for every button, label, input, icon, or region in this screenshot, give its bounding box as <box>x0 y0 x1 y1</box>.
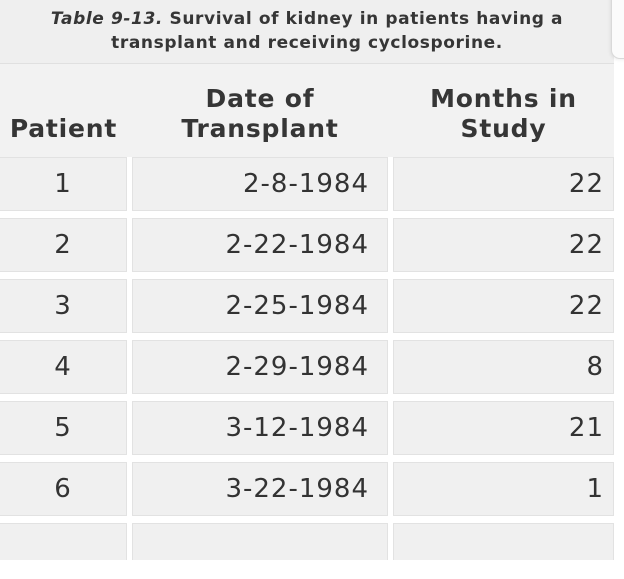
cell-date-of-transplant: 2-29-1984 <box>132 340 388 394</box>
cell-months-in-study: 22 <box>393 157 614 211</box>
cell-months-in-study <box>393 523 614 560</box>
cell-months-in-study: 22 <box>393 279 614 333</box>
caption-line-1: Table 9-13. Survival of kidney in patien… <box>0 7 614 31</box>
cell-patient: 4 <box>0 340 127 394</box>
cell-date-of-transplant: 2-25-1984 <box>132 279 388 333</box>
cell-patient: 2 <box>0 218 127 272</box>
cell-date-of-transplant <box>132 523 388 560</box>
table-panel: Table 9-13. Survival of kidney in patien… <box>0 0 614 560</box>
cell-patient: 6 <box>0 462 127 516</box>
floating-card-corner <box>611 0 624 59</box>
table-row: 2 2-22-1984 22 <box>0 218 614 272</box>
cell-patient: 1 <box>0 157 127 211</box>
cell-patient: 5 <box>0 401 127 455</box>
cell-months-in-study: 8 <box>393 340 614 394</box>
cell-patient: 3 <box>0 279 127 333</box>
column-header-date-of-transplant: Date of Transplant <box>181 84 339 143</box>
cell-date-of-transplant: 2-8-1984 <box>132 157 388 211</box>
table-row: 1 2-8-1984 22 <box>0 157 614 211</box>
table-row: 5 3-12-1984 21 <box>0 401 614 455</box>
table-body: 1 2-8-1984 22 2 2-22-1984 22 3 2-25-1984… <box>0 157 614 560</box>
column-header-patient: Patient <box>9 114 118 143</box>
column-header-months-in-study: Months in Study <box>430 84 577 143</box>
table-row: 6 3-22-1984 1 <box>0 462 614 516</box>
table-number: Table 9-13. <box>50 9 163 29</box>
table-row <box>0 523 614 560</box>
cell-months-in-study: 1 <box>393 462 614 516</box>
caption-text-line2: transplant and receiving cyclosporine. <box>111 33 503 53</box>
cell-patient <box>0 523 127 560</box>
caption-text-line1: Survival of kidney in patients having a <box>169 9 564 29</box>
cell-date-of-transplant: 2-22-1984 <box>132 218 388 272</box>
table-header-row: Patient Date of Transplant Months in Stu… <box>0 64 614 157</box>
cell-date-of-transplant: 3-12-1984 <box>132 401 388 455</box>
cell-months-in-study: 22 <box>393 218 614 272</box>
cell-date-of-transplant: 3-22-1984 <box>132 462 388 516</box>
cell-months-in-study: 21 <box>393 401 614 455</box>
table-row: 3 2-25-1984 22 <box>0 279 614 333</box>
table-caption: Table 9-13. Survival of kidney in patien… <box>0 0 614 64</box>
table-row: 4 2-29-1984 8 <box>0 340 614 394</box>
